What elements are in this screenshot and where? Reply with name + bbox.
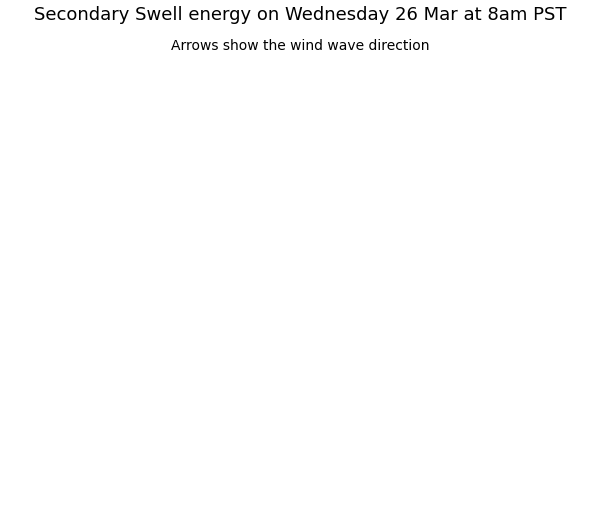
Text: Arrows show the wind wave direction: Arrows show the wind wave direction [171,39,430,53]
Text: Secondary Swell energy on Wednesday 26 Mar at 8am PST: Secondary Swell energy on Wednesday 26 M… [34,6,567,25]
